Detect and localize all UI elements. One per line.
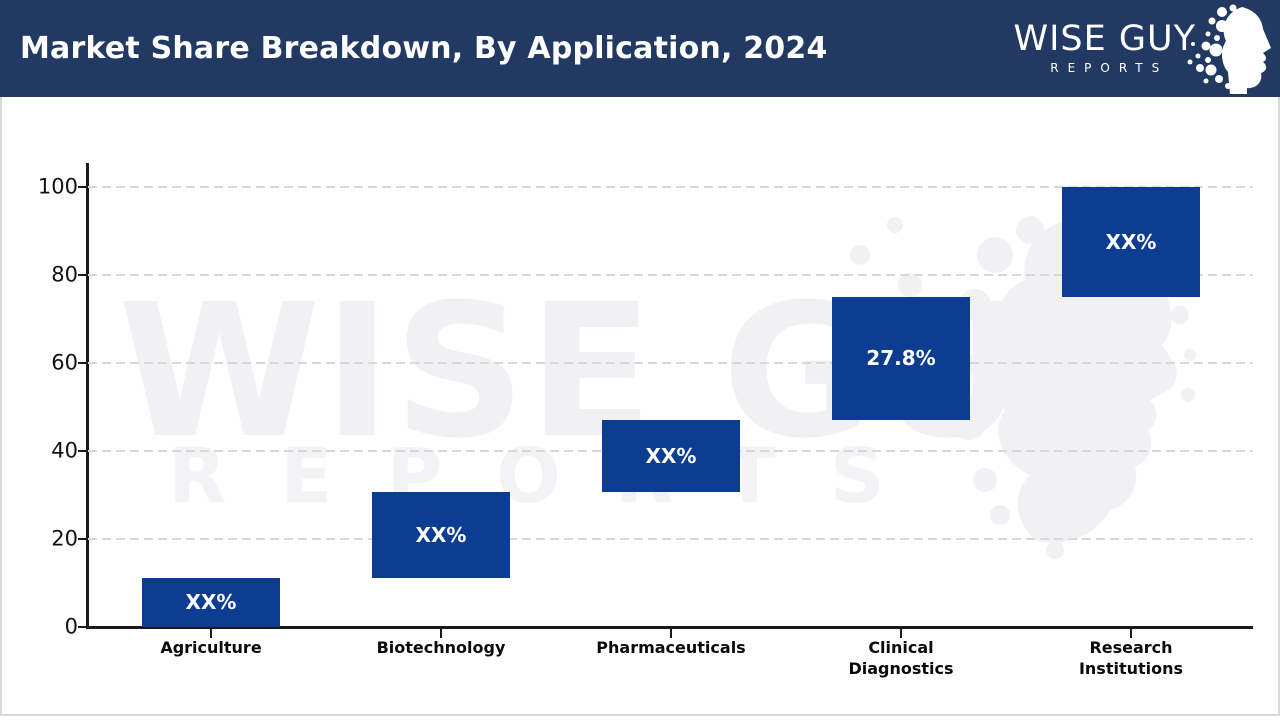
x-axis-category-label-agriculture: Agriculture — [160, 638, 262, 657]
y-axis-tick-label: 60 — [51, 350, 78, 375]
gridline-y-20 — [88, 538, 1253, 541]
x-axis-category-label-clinical-diagnostics: Clinical Diagnostics — [848, 638, 954, 678]
bar-value-label-research-institutions: XX% — [1105, 230, 1157, 255]
brand-name: WISE GUY — [1013, 19, 1196, 59]
card-border-left — [0, 97, 2, 716]
bar-agriculture: XX% — [142, 577, 280, 627]
bar-value-label-biotechnology: XX% — [415, 522, 467, 547]
y-axis-tick-mark — [78, 186, 87, 189]
y-axis-tick-mark — [78, 626, 87, 628]
x-axis-line — [86, 626, 1253, 629]
y-axis-tick-mark — [78, 274, 87, 277]
y-axis-line — [86, 163, 89, 629]
x-axis-tick-mark — [670, 629, 672, 638]
gridline-y-80 — [88, 274, 1253, 277]
x-axis-category-label-pharmaceuticals: Pharmaceuticals — [596, 638, 746, 657]
y-axis-tick-mark — [78, 362, 87, 365]
chart-title: Market Share Breakdown, By Application, … — [20, 31, 828, 66]
y-axis-tick-label: 80 — [51, 262, 78, 287]
y-axis-tick-label: 20 — [51, 526, 78, 551]
y-axis-tick-label: 0 — [64, 614, 78, 639]
bar-biotechnology: XX% — [372, 492, 510, 578]
x-axis-category-label-biotechnology: Biotechnology — [376, 638, 506, 657]
brand-logo-text: WISE GUY REPORTS — [1013, 19, 1196, 76]
brand-logo: WISE GUY REPORTS — [1013, 4, 1272, 94]
x-axis-tick-mark — [440, 629, 442, 638]
bar-value-label-agriculture: XX% — [185, 590, 237, 615]
card-border-right — [1278, 97, 1280, 716]
gridline-y-100 — [88, 186, 1253, 189]
card-border-bottom — [0, 714, 1280, 716]
brand-subtitle: REPORTS — [1050, 61, 1169, 75]
y-axis-tick-label: 40 — [51, 438, 78, 463]
x-axis-tick-mark — [900, 629, 902, 638]
y-axis-tick-mark — [78, 538, 87, 541]
x-axis-category-label-research-institutions: Research Institutions — [1078, 638, 1184, 678]
bar-value-label-pharmaceuticals: XX% — [645, 443, 697, 468]
bar-pharmaceuticals: XX% — [602, 419, 740, 493]
y-axis-tick-label: 100 — [37, 174, 78, 199]
bar-clinical-diagnostics: 27.8% — [832, 297, 970, 420]
header-bar: Market Share Breakdown, By Application, … — [0, 0, 1280, 97]
x-axis-tick-mark — [210, 629, 212, 638]
x-axis-tick-mark — [1130, 629, 1132, 638]
brand-head-icon — [1187, 4, 1271, 94]
bar-research-institutions: XX% — [1062, 187, 1200, 298]
gridline-y-60 — [88, 362, 1253, 365]
y-axis-tick-mark — [78, 450, 87, 453]
bar-value-label-clinical-diagnostics: 27.8% — [866, 346, 936, 371]
